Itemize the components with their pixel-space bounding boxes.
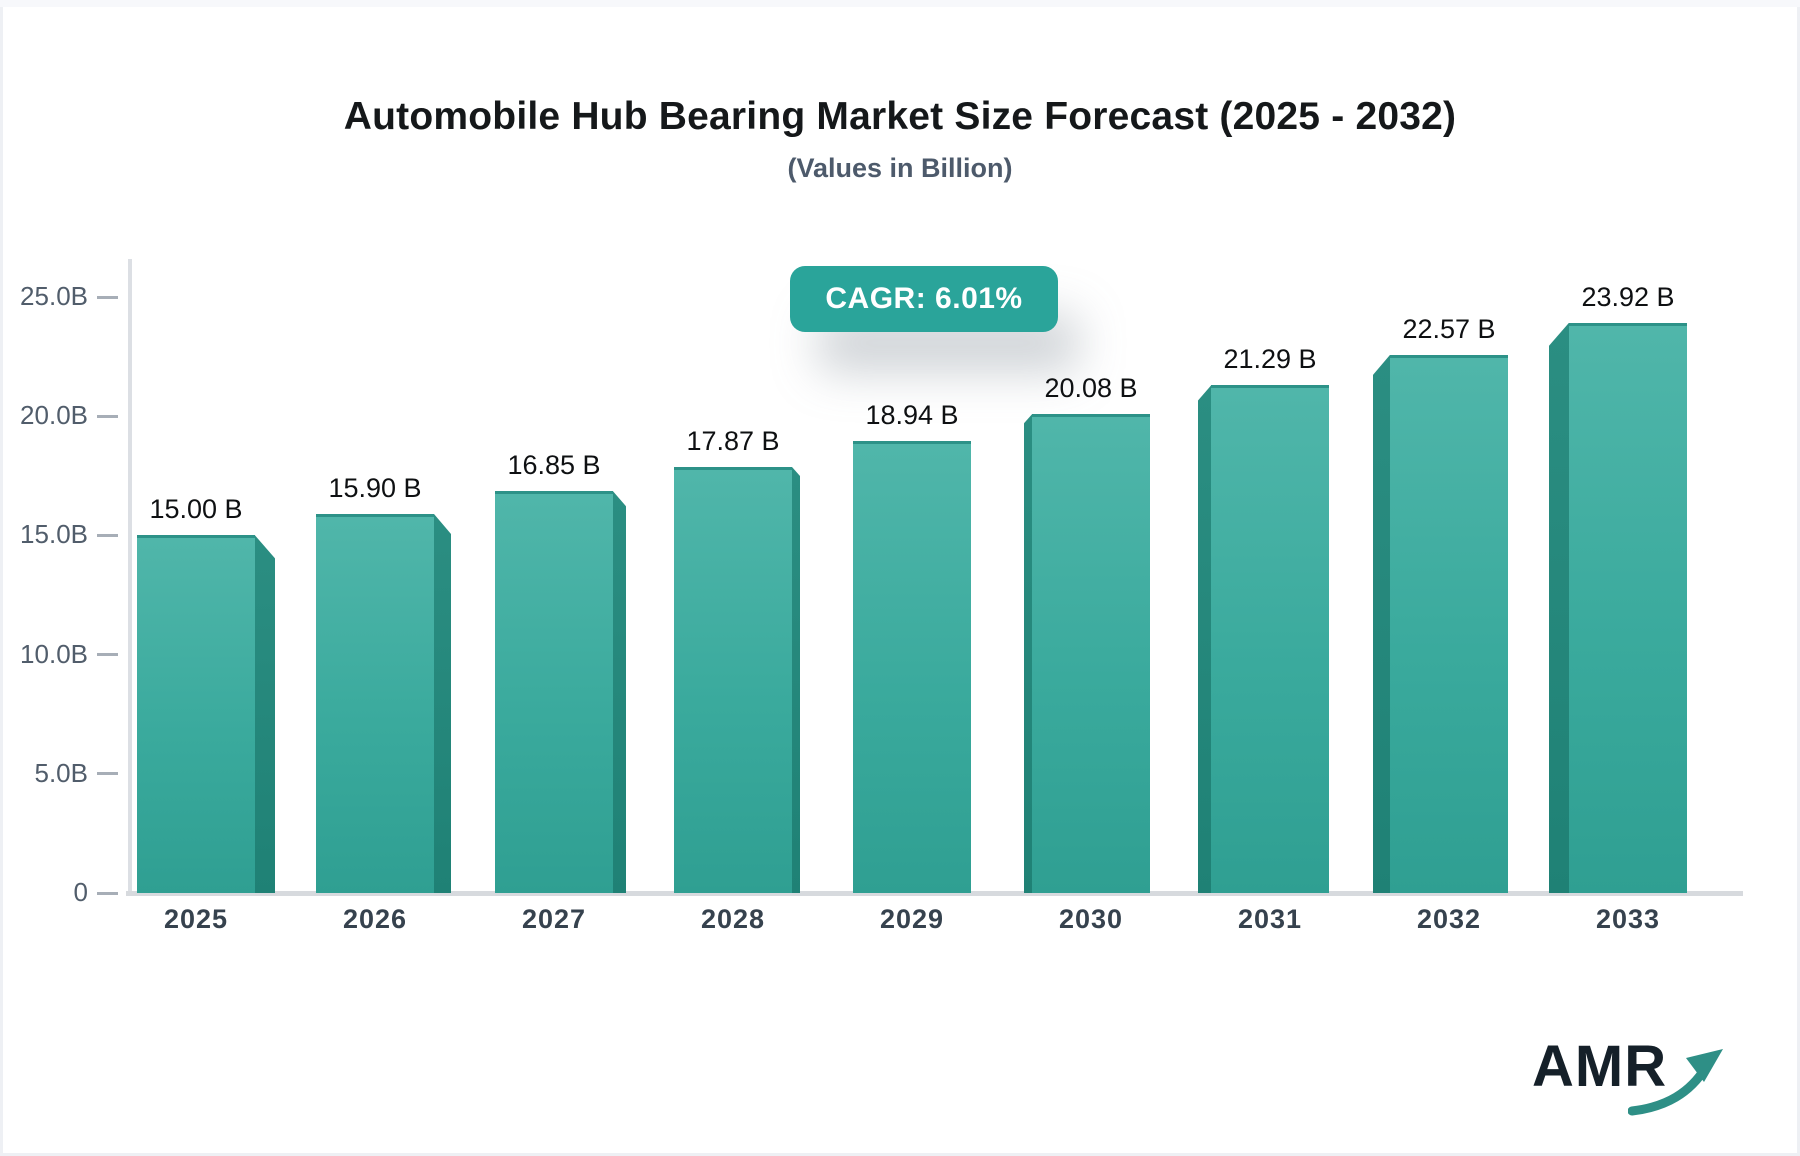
x-axis-tick-label: 2026 <box>342 904 408 934</box>
bar-value-label: 18.94 B <box>865 400 959 431</box>
bar <box>1569 322 1687 893</box>
y-axis-tick-mark <box>97 891 118 895</box>
x-axis-tick-label: 2027 <box>521 904 587 934</box>
y-axis-tick-label: 5.0B <box>34 757 89 788</box>
y-axis-tick-mark <box>97 414 118 418</box>
bar <box>1211 385 1329 893</box>
bar-value-label: 23.92 B <box>1581 281 1675 312</box>
chart-title: Automobile Hub Bearing Market Size Forec… <box>343 95 1457 138</box>
y-axis-tick-mark <box>97 533 118 537</box>
y-axis-tick-label: 15.0B <box>20 519 88 550</box>
bar <box>137 535 255 893</box>
bar <box>1032 414 1150 893</box>
bar <box>853 441 971 893</box>
x-axis-baseline <box>126 891 1743 896</box>
bar <box>316 513 434 893</box>
y-axis-tick-mark <box>97 772 118 776</box>
bar-side-face <box>1373 354 1390 893</box>
y-axis-tick-mark <box>97 653 118 657</box>
bar-value-label: 17.87 B <box>686 425 780 456</box>
bar-side-face <box>255 535 275 893</box>
x-axis-tick-label: 2028 <box>700 904 766 934</box>
bar-side-face <box>613 491 626 893</box>
bar-side-face <box>1549 322 1569 893</box>
bar-side-face <box>434 513 451 893</box>
x-axis-tick-label: 2033 <box>1595 904 1661 934</box>
x-axis-tick-label: 2032 <box>1416 904 1482 934</box>
x-axis-tick-label: 2030 <box>1058 904 1124 934</box>
bar-value-label: 22.57 B <box>1402 313 1496 344</box>
y-axis-tick-mark <box>97 295 118 299</box>
amr-logo: AMR <box>1500 1025 1750 1135</box>
x-axis-tick-label: 2025 <box>163 904 229 934</box>
bar-value-label: 15.90 B <box>328 472 422 503</box>
bar-side-face <box>792 466 800 893</box>
x-axis-tick-label: 2029 <box>879 904 945 934</box>
bar-side-face <box>1024 414 1032 893</box>
bar-value-label: 21.29 B <box>1223 344 1317 375</box>
y-axis-tick-label: 0 <box>73 877 88 907</box>
x-axis-tick-label: 2031 <box>1237 904 1303 934</box>
y-axis-tick-label: 10.0B <box>20 638 88 669</box>
chart-subtitle: (Values in Billion) <box>787 153 1013 183</box>
bar-side-face <box>1198 385 1211 893</box>
growth-arrow-icon <box>1628 1049 1723 1116</box>
y-axis-tick-label: 25.0B <box>20 281 88 311</box>
cagr-badge: CAGR: 6.01% <box>790 266 1058 332</box>
y-axis-tick-label: 20.0B <box>20 400 88 431</box>
bar-value-label: 20.08 B <box>1044 373 1138 404</box>
bar <box>1390 354 1508 893</box>
bar <box>674 466 792 893</box>
amr-logo-text: AMR <box>1532 1034 1668 1099</box>
chart-plot-area: 0 5.0B 10.0B 15.0B 20.0B 25.0B 15.00 B 2025 15.9… <box>0 7 1800 1156</box>
bar-value-label: 15.00 B <box>149 494 243 525</box>
bar-value-label: 16.85 B <box>507 450 601 481</box>
bar <box>495 491 613 893</box>
y-axis-line <box>128 259 132 895</box>
